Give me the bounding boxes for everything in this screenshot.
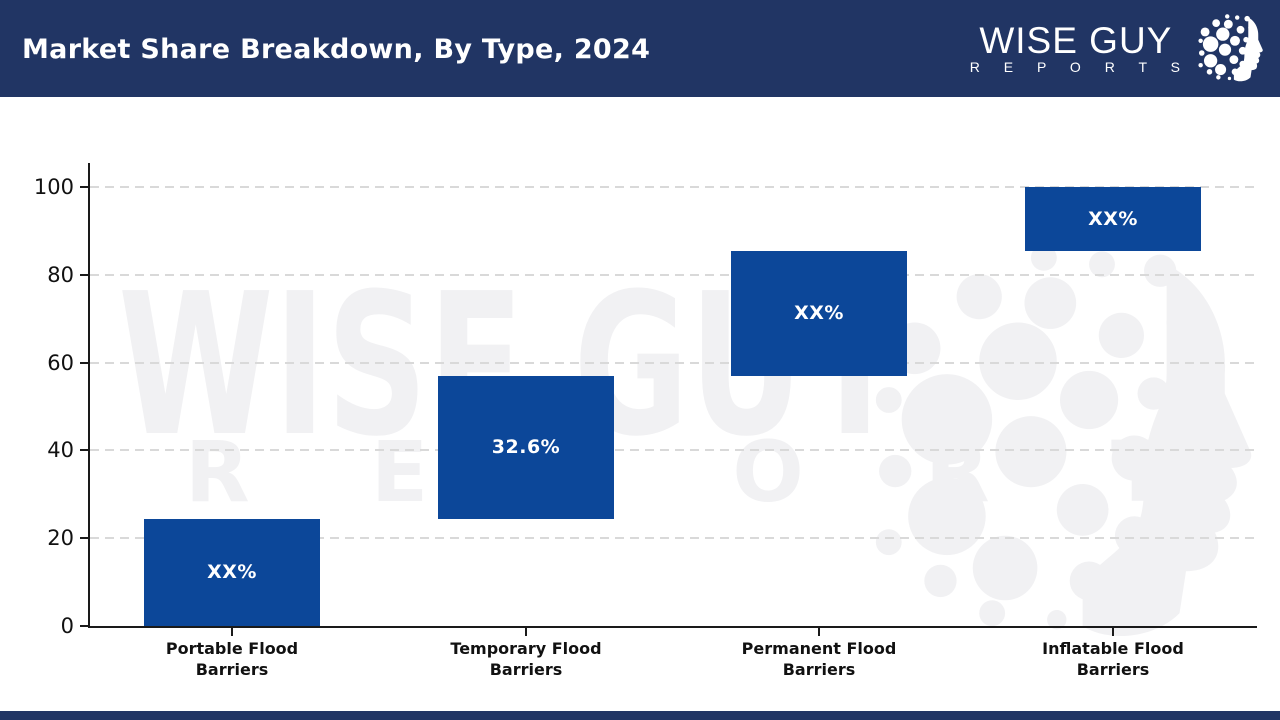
x-category-label: Portable Flood Barriers — [165, 639, 299, 679]
y-tick-label: 80 — [47, 262, 74, 287]
y-axis-tick — [80, 273, 88, 276]
y-tick-label: 40 — [47, 438, 74, 463]
wiseguy-logo: WISE GUY R E P O R T S — [962, 8, 1266, 88]
y-axis-tick — [80, 361, 88, 364]
x-axis-tick — [231, 628, 233, 636]
bar-value-label: 32.6% — [491, 436, 561, 459]
gridline — [90, 449, 1257, 452]
bar-segment: XX% — [1025, 187, 1201, 251]
x-axis-tick — [525, 628, 527, 636]
y-tick-label: 20 — [47, 526, 74, 551]
y-axis-tick — [80, 186, 88, 188]
plot-area: 0 20 40 60 80 100 XX% Portable Flood Barriers 32.… — [34, 163, 1257, 679]
y-tick-label: 60 — [47, 350, 74, 375]
logo-wordmark: WISE GUY — [979, 19, 1173, 61]
bar-segment: XX% — [144, 518, 320, 626]
gridline — [90, 537, 1257, 540]
head-profile-dots-icon — [1198, 14, 1263, 82]
y-axis-tick — [80, 537, 88, 540]
y-axis-tick — [80, 625, 88, 627]
x-category-label: Temporary Flood Barriers — [450, 639, 602, 679]
y-axis-tick — [80, 449, 88, 452]
x-axis-tick — [818, 628, 820, 636]
bar-value-label: XX% — [794, 302, 844, 325]
logo-subtext: R E P O R T S — [969, 59, 1190, 76]
bar-value-label: XX% — [1088, 207, 1138, 230]
footer-bar — [0, 711, 1280, 720]
bar-segment: XX% — [731, 250, 907, 376]
x-category-label: Permanent Flood Barriers — [741, 639, 897, 679]
bar-segment: 32.6% — [438, 375, 614, 519]
bar-value-label: XX% — [207, 561, 257, 584]
y-tick-label: 0 — [60, 614, 74, 638]
x-axis-tick — [1112, 628, 1114, 636]
x-category-label: Inflatable Flood Barriers — [1042, 639, 1184, 679]
y-tick-label: 100 — [33, 175, 74, 199]
gridline — [90, 361, 1257, 364]
header-bar: Market Share Breakdown, By Type, 2024 WI… — [0, 0, 1280, 97]
gridline — [90, 273, 1257, 276]
gridline — [90, 186, 1257, 188]
wiseguy-logo-text: WISE GUY R E P O R T S — [962, 19, 1190, 76]
page-title: Market Share Breakdown, By Type, 2024 — [22, 34, 651, 65]
